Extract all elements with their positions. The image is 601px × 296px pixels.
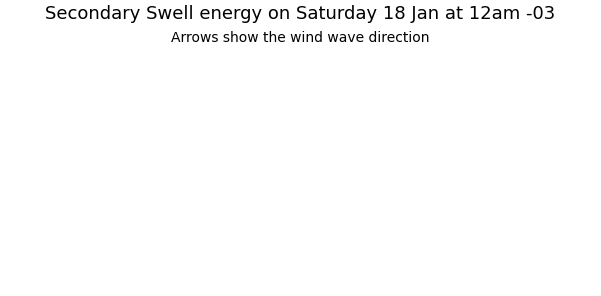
Text: Secondary Swell energy on Saturday 18 Jan at 12am -03: Secondary Swell energy on Saturday 18 Ja… xyxy=(45,5,556,23)
Text: Arrows show the wind wave direction: Arrows show the wind wave direction xyxy=(171,31,430,45)
